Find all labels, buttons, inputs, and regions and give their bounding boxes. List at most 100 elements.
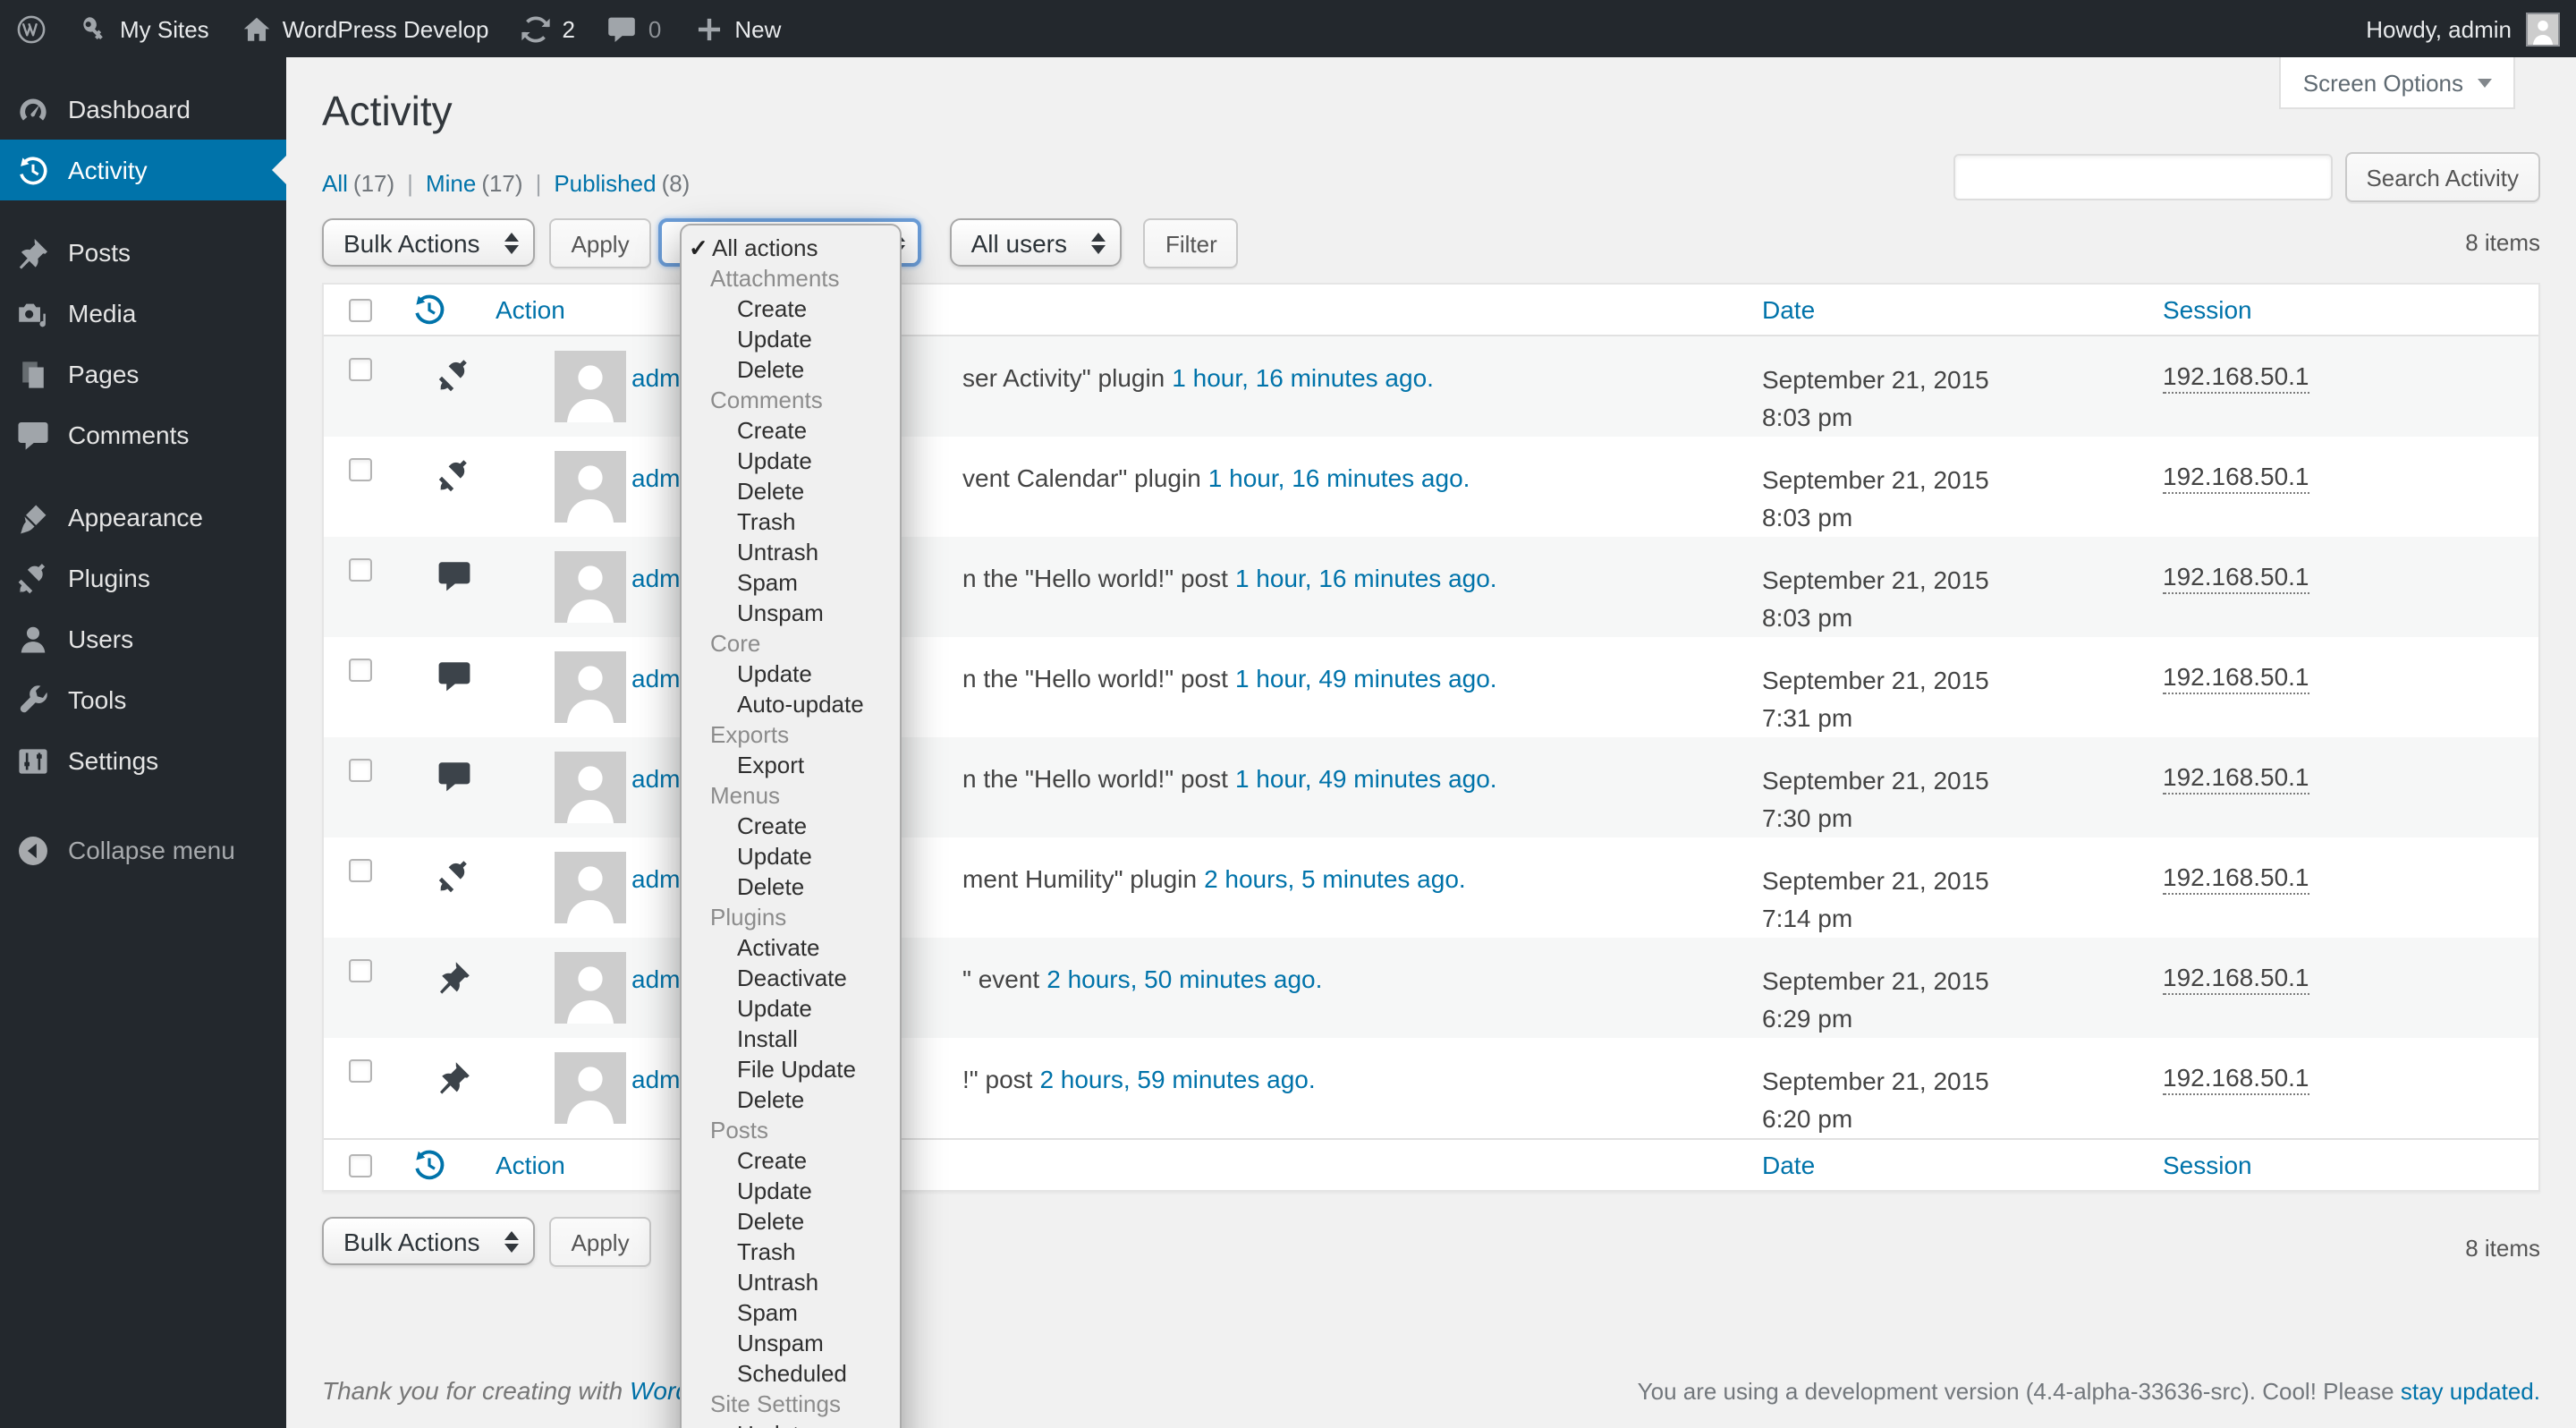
sidebar-item-activity[interactable]: Activity bbox=[0, 140, 286, 200]
row-checkbox[interactable] bbox=[349, 759, 372, 782]
dropdown-option[interactable]: Update bbox=[737, 843, 812, 870]
action-fragment-right: n the "Hello world!" post bbox=[962, 664, 1228, 693]
dropdown-option[interactable]: File Update bbox=[737, 1056, 856, 1083]
session-ip: 192.168.50.1 bbox=[2163, 963, 2309, 995]
dropdown-option[interactable]: Unspam bbox=[737, 599, 824, 626]
time-ago-link[interactable]: 1 hour, 49 minutes ago. bbox=[1234, 764, 1497, 793]
select-all-checkbox[interactable] bbox=[349, 298, 372, 321]
row-checkbox[interactable] bbox=[349, 458, 372, 481]
sidebar-item-users[interactable]: Users bbox=[0, 608, 286, 669]
action-text-right: n the "Hello world!" post 1 hour, 49 minu… bbox=[962, 664, 1497, 693]
sidebar-item-tools[interactable]: Tools bbox=[0, 669, 286, 730]
time-ago-link[interactable]: 2 hours, 5 minutes ago. bbox=[1204, 864, 1466, 893]
sidebar-item-settings[interactable]: Settings bbox=[0, 730, 286, 791]
dropdown-option[interactable]: Trash bbox=[737, 508, 796, 535]
all-users-select[interactable]: All users bbox=[949, 218, 1123, 267]
view-link-mine[interactable]: Mine bbox=[425, 170, 477, 197]
dropdown-option[interactable]: Export bbox=[737, 752, 805, 778]
column-header-action[interactable]: Action bbox=[496, 295, 565, 324]
row-checkbox[interactable] bbox=[349, 659, 372, 682]
session-cell: 192.168.50.1 bbox=[2163, 437, 2538, 537]
avatar bbox=[555, 1052, 626, 1124]
sidebar-item-label: Users bbox=[68, 625, 134, 653]
dropdown-option[interactable]: Install bbox=[737, 1025, 798, 1052]
dropdown-option[interactable]: Unspam bbox=[737, 1330, 824, 1356]
time-ago-link[interactable]: 1 hour, 49 minutes ago. bbox=[1234, 664, 1497, 693]
apply-button[interactable]: Apply bbox=[549, 218, 651, 268]
time-ago-link[interactable]: 2 hours, 50 minutes ago. bbox=[1046, 965, 1323, 993]
sidebar-item-pages[interactable]: Pages bbox=[0, 344, 286, 404]
column-header-session[interactable]: Session bbox=[2163, 295, 2252, 324]
dropdown-option[interactable]: Update bbox=[737, 660, 812, 687]
column-header-session[interactable]: Session bbox=[2163, 1151, 2252, 1179]
avatar bbox=[555, 852, 626, 923]
dropdown-option[interactable]: Auto-update bbox=[737, 691, 864, 718]
new-content-menu[interactable]: New bbox=[677, 0, 797, 57]
comments-indicator[interactable]: 0 bbox=[591, 0, 677, 57]
dropdown-option[interactable]: Create bbox=[737, 812, 808, 839]
my-sites-menu[interactable]: My Sites bbox=[63, 0, 225, 57]
sidebar-item-posts[interactable]: Posts bbox=[0, 222, 286, 283]
sidebar-item-media[interactable]: Media bbox=[0, 283, 286, 344]
dropdown-option[interactable]: Trash bbox=[737, 1238, 796, 1265]
time-ago-link[interactable]: 2 hours, 59 minutes ago. bbox=[1039, 1065, 1316, 1093]
sidebar-item-comments[interactable]: Comments bbox=[0, 404, 286, 465]
dropdown-option[interactable]: Activate bbox=[737, 934, 820, 961]
time-ago-link[interactable]: 1 hour, 16 minutes ago. bbox=[1172, 363, 1434, 392]
column-header-date[interactable]: Date bbox=[1762, 1151, 1816, 1179]
admin-bar-account[interactable]: Howdy, admin bbox=[2366, 12, 2576, 46]
dropdown-option[interactable]: Update bbox=[737, 447, 812, 474]
sidebar-item-dashboard[interactable]: Dashboard bbox=[0, 79, 286, 140]
sidebar-item-plugins[interactable]: Plugins bbox=[0, 548, 286, 608]
search-activity-button[interactable]: Search Activity bbox=[2344, 152, 2540, 202]
wp-logo-menu[interactable] bbox=[0, 0, 63, 57]
time-value: 8:03 pm bbox=[1762, 403, 1853, 431]
apply-button[interactable]: Apply bbox=[549, 1217, 651, 1267]
updates-indicator[interactable]: 2 bbox=[504, 0, 590, 57]
search-input[interactable] bbox=[1953, 154, 2333, 200]
date-value: September 21, 2015 bbox=[1762, 866, 1989, 895]
dropdown-option[interactable]: Untrash bbox=[737, 539, 819, 565]
time-ago-link[interactable]: 1 hour, 16 minutes ago. bbox=[1208, 463, 1470, 492]
dropdown-option[interactable]: Create bbox=[737, 295, 808, 322]
dropdown-option[interactable]: Update bbox=[737, 326, 812, 353]
dropdown-option[interactable]: Create bbox=[737, 1147, 808, 1174]
stay-updated-link[interactable]: stay updated. bbox=[2400, 1378, 2540, 1405]
dropdown-option[interactable]: Update bbox=[737, 995, 812, 1022]
plus-icon bbox=[693, 13, 724, 44]
row-checkbox[interactable] bbox=[349, 859, 372, 882]
sidebar-item-collapse-menu[interactable]: Collapse menu bbox=[0, 820, 286, 880]
bulk-actions-select[interactable]: Bulk Actions bbox=[322, 1217, 536, 1265]
dropdown-option[interactable]: Spam bbox=[737, 569, 798, 596]
row-checkbox[interactable] bbox=[349, 959, 372, 982]
dropdown-group-label: Attachments bbox=[710, 265, 840, 292]
dropdown-option[interactable]: Create bbox=[737, 417, 808, 444]
column-header-date[interactable]: Date bbox=[1762, 295, 1816, 324]
site-name-menu[interactable]: WordPress Develop bbox=[225, 0, 505, 57]
dropdown-option[interactable]: Scheduled bbox=[737, 1360, 847, 1387]
dropdown-option[interactable]: Deactivate bbox=[737, 965, 847, 991]
dropdown-option[interactable]: Delete bbox=[737, 1086, 805, 1113]
row-checkbox[interactable] bbox=[349, 358, 372, 381]
filter-button[interactable]: Filter bbox=[1143, 218, 1239, 268]
dropdown-option[interactable]: Delete bbox=[737, 1208, 805, 1235]
screen-options-tab[interactable]: Screen Options bbox=[2279, 57, 2515, 109]
sidebar-item-appearance[interactable]: Appearance bbox=[0, 487, 286, 548]
row-checkbox[interactable] bbox=[349, 1059, 372, 1083]
dropdown-option[interactable]: Untrash bbox=[737, 1269, 819, 1296]
dropdown-option[interactable]: Update bbox=[737, 1177, 812, 1204]
dropdown-selected-option[interactable]: ✓ All actions bbox=[689, 234, 818, 261]
view-link-published[interactable]: Published bbox=[554, 170, 657, 197]
select-all-checkbox[interactable] bbox=[349, 1153, 372, 1177]
column-header-action[interactable]: Action bbox=[496, 1151, 565, 1179]
row-checkbox[interactable] bbox=[349, 558, 372, 582]
dropdown-option[interactable]: Spam bbox=[737, 1299, 798, 1326]
dropdown-option[interactable]: Delete bbox=[737, 356, 805, 383]
dropdown-option[interactable]: Delete bbox=[737, 873, 805, 900]
time-ago-link[interactable]: 1 hour, 16 minutes ago. bbox=[1234, 564, 1497, 592]
dropdown-option[interactable]: Delete bbox=[737, 478, 805, 505]
bulk-actions-select[interactable]: Bulk Actions bbox=[322, 218, 536, 267]
dropdown-option[interactable]: Update bbox=[682, 1419, 900, 1428]
date-value: September 21, 2015 bbox=[1762, 565, 1989, 594]
view-link-all[interactable]: All bbox=[322, 170, 348, 197]
